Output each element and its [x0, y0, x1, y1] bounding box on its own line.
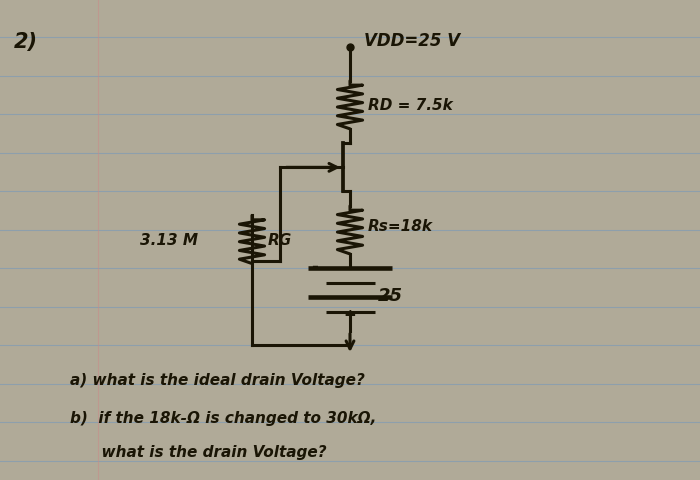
Text: Rs=18k: Rs=18k — [368, 218, 433, 233]
Text: RG: RG — [267, 232, 292, 248]
Text: -: - — [312, 257, 318, 275]
Text: +: + — [343, 307, 356, 322]
Text: 2): 2) — [14, 32, 38, 52]
Text: RD = 7.5k: RD = 7.5k — [368, 98, 452, 113]
Text: what is the drain Voltage?: what is the drain Voltage? — [70, 444, 327, 459]
Text: VDD=25 V: VDD=25 V — [364, 32, 460, 49]
Text: 3.13 M: 3.13 M — [140, 232, 198, 248]
Text: 25: 25 — [378, 286, 403, 304]
Text: b)  if the 18k-Ω is changed to 30kΩ,: b) if the 18k-Ω is changed to 30kΩ, — [70, 410, 377, 425]
Text: a) what is the ideal drain Voltage?: a) what is the ideal drain Voltage? — [70, 372, 365, 387]
